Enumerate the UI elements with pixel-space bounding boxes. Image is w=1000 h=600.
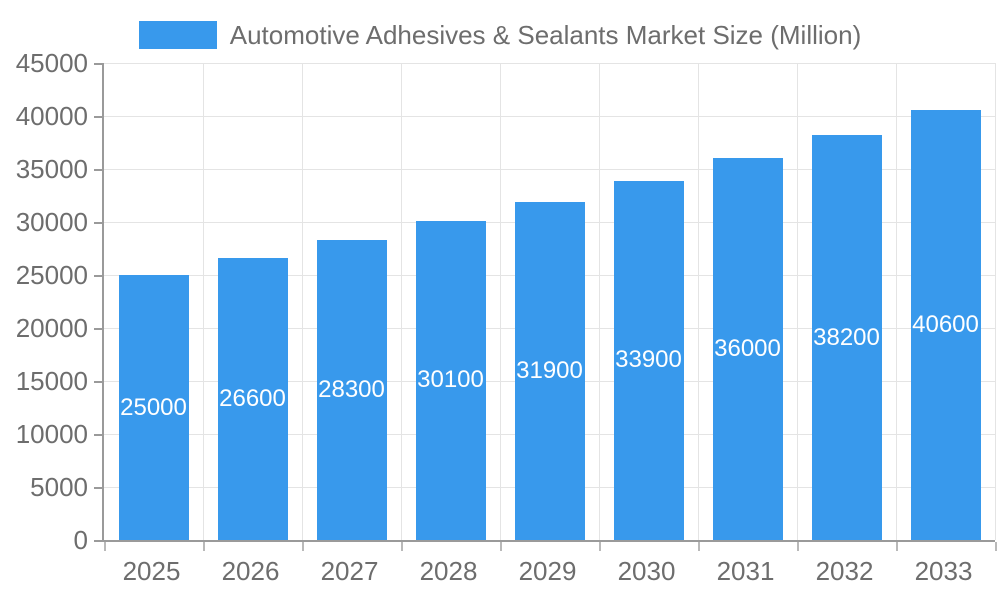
bar-value-label-2033: 40600 (912, 310, 979, 338)
y-axis-tick (94, 381, 102, 383)
bar-2029: 31900 (514, 201, 585, 540)
y-axis-tick-label: 5000 (30, 472, 88, 502)
y-axis-tick (94, 275, 102, 277)
y-axis-tick-label: 35000 (15, 154, 88, 184)
gridline-vertical (203, 63, 204, 540)
gridline-vertical (401, 63, 402, 540)
bar-2031: 36000 (712, 158, 783, 540)
bar-2027: 28300 (316, 240, 387, 540)
x-axis-label-2027: 2027 (320, 556, 379, 586)
y-axis-tick (94, 222, 102, 224)
x-axis-label-2033: 2033 (914, 556, 973, 586)
x-axis-tick (302, 542, 304, 551)
x-axis-tick (500, 542, 502, 551)
y-axis-tick-label: 10000 (15, 419, 88, 449)
y-axis-tick-label: 40000 (15, 101, 88, 131)
legend-color-swatch (138, 21, 217, 49)
x-axis-label-2030: 2030 (617, 556, 676, 586)
y-axis-tick (94, 169, 102, 171)
bar-value-label-2032: 38200 (813, 323, 880, 351)
legend-series-label: Automotive Adhesives & Sealants Market S… (229, 19, 862, 50)
bar-value-label-2031: 36000 (714, 335, 781, 363)
y-axis-tick-label: 15000 (15, 366, 88, 396)
x-axis-label-2029: 2029 (518, 556, 577, 586)
gridline-horizontal (104, 169, 995, 170)
x-axis-label-2032: 2032 (815, 556, 874, 586)
bar-value-label-2030: 33900 (615, 346, 682, 374)
y-axis-tick (94, 540, 102, 542)
y-axis-tick-label: 45000 (15, 48, 88, 78)
gridline-vertical (302, 63, 303, 540)
gridline-vertical (500, 63, 501, 540)
x-axis-tick (797, 542, 799, 551)
gridline-vertical (797, 63, 798, 540)
gridline-horizontal (104, 63, 995, 64)
y-axis-tick (94, 63, 102, 65)
bar-2025: 25000 (118, 275, 189, 540)
gridline-horizontal (104, 116, 995, 117)
chart-legend-item[interactable]: Automotive Adhesives & Sealants Market S… (0, 18, 1000, 52)
bar-value-label-2029: 31900 (516, 356, 583, 384)
y-axis-tick-label: 25000 (15, 260, 88, 290)
x-axis-label-2025: 2025 (122, 556, 181, 586)
x-axis-tick (401, 542, 403, 551)
x-axis-tick (599, 542, 601, 551)
x-axis-tick (698, 542, 700, 551)
bar-2033: 40600 (910, 109, 981, 540)
y-axis-tick-label: 30000 (15, 207, 88, 237)
bar-2030: 33900 (613, 180, 684, 540)
gridline-vertical (995, 63, 996, 540)
x-axis-label-2028: 2028 (419, 556, 478, 586)
bar-2032: 38200 (811, 135, 882, 540)
bar-value-label-2027: 28300 (318, 376, 385, 404)
gridline-vertical (896, 63, 897, 540)
x-axis-label-2026: 2026 (221, 556, 280, 586)
y-axis-tick-label: 20000 (15, 313, 88, 343)
x-axis-tick (104, 542, 106, 551)
x-axis-tick (896, 542, 898, 551)
gridline-vertical (698, 63, 699, 540)
bar-2026: 26600 (217, 258, 288, 540)
bar-value-label-2028: 30100 (417, 366, 484, 394)
x-axis-tick (203, 542, 205, 551)
bar-2028: 30100 (415, 220, 486, 540)
plot-area: 25000 26600 28300 30100 31900 33900 36000 38200… (94, 63, 997, 551)
y-axis-tick-label: 0 (73, 525, 88, 555)
y-axis-tick (94, 328, 102, 330)
y-axis-tick (94, 116, 102, 118)
gridline-vertical (599, 63, 600, 540)
x-axis-tick (995, 542, 997, 551)
bar-value-label-2026: 26600 (219, 385, 286, 413)
bar-value-label-2025: 25000 (120, 393, 187, 421)
x-axis-label-2031: 2031 (716, 556, 775, 586)
y-axis-tick (94, 434, 102, 436)
y-axis-tick (94, 487, 102, 489)
